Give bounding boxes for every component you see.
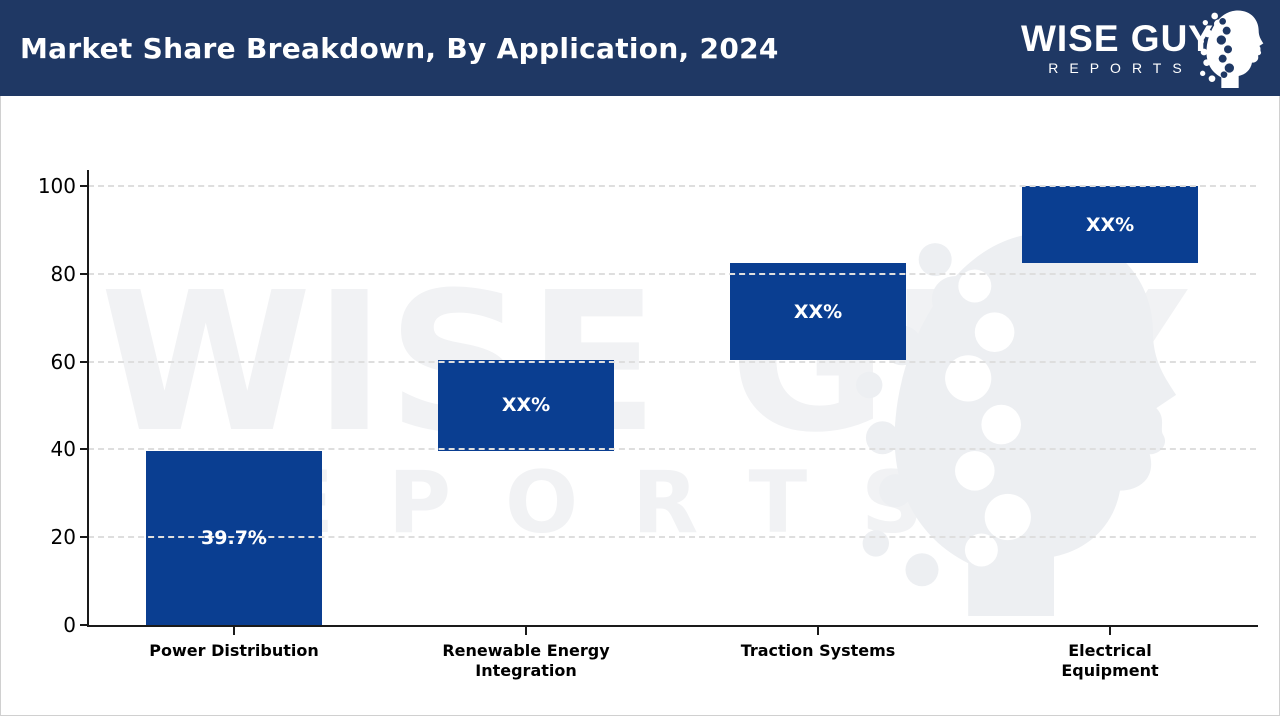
x-category-label: Renewable Energy Integration xyxy=(442,641,610,680)
bar xyxy=(438,359,614,451)
y-tick xyxy=(80,624,88,626)
x-category-label: Electrical Equipment xyxy=(1061,641,1159,680)
y-tick-label: 100 xyxy=(37,174,76,198)
logo-wordmark-line2: REPORTS xyxy=(1048,60,1193,76)
y-tick xyxy=(80,272,88,275)
y-tick-label: 80 xyxy=(50,261,76,286)
y-tick-label: 0 xyxy=(63,613,76,637)
grid-line xyxy=(88,536,1256,539)
grid-line xyxy=(88,272,1256,275)
bar-value-label: XX% xyxy=(1085,213,1135,236)
x-tick xyxy=(233,627,235,635)
y-tick xyxy=(80,360,88,363)
bar-value-label: 39.7% xyxy=(201,526,267,549)
logo-head-icon xyxy=(1198,10,1264,88)
y-tick-label: 40 xyxy=(50,437,76,462)
bar-value-label: XX% xyxy=(793,300,843,323)
x-category-label: Traction Systems xyxy=(740,641,896,660)
y-axis-spine xyxy=(87,170,89,627)
x-category-label: Power Distribution xyxy=(149,641,319,660)
header-bar: Market Share Breakdown, By Application, … xyxy=(0,0,1280,96)
grid-line xyxy=(88,185,1256,187)
y-tick-label: 60 xyxy=(50,349,76,374)
y-tick xyxy=(80,448,88,451)
logo-wordmark: WISE GUY REPORTS xyxy=(1021,20,1214,76)
logo-wordmark-line1: WISE GUY xyxy=(1020,18,1214,59)
grid-line xyxy=(88,448,1256,451)
y-tick xyxy=(80,536,88,539)
bar xyxy=(730,263,906,360)
wiseguy-logo: WISE GUY REPORTS xyxy=(1021,8,1266,88)
bar-value-label: XX% xyxy=(501,394,551,417)
grid-line xyxy=(88,360,1256,363)
y-tick-label: 20 xyxy=(50,525,76,550)
bar xyxy=(1022,186,1198,264)
y-tick xyxy=(80,185,88,187)
x-tick xyxy=(525,627,527,635)
page-title: Market Share Breakdown, By Application, … xyxy=(20,31,779,65)
x-axis-spine xyxy=(87,625,1258,627)
x-tick xyxy=(817,627,819,635)
x-tick xyxy=(1109,627,1111,635)
